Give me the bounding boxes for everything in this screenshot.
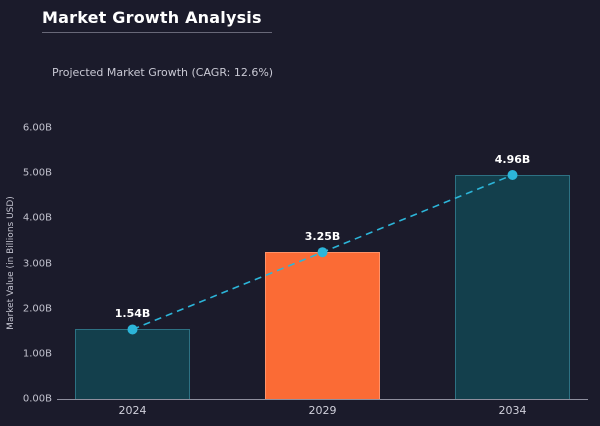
x-tick-label-2024: 2024: [118, 404, 147, 417]
y-tick-label: 4.00B: [22, 212, 52, 224]
data-label-2034: 4.96B: [494, 152, 531, 166]
x-axis-line: [57, 399, 588, 400]
y-tick-label: 2.00B: [22, 303, 52, 315]
x-tick-label-2034: 2034: [498, 404, 527, 417]
x-tick-label-2029: 2029: [308, 404, 337, 417]
trend-marker-2034[interactable]: [507, 169, 518, 180]
trend-marker-2029[interactable]: [317, 247, 328, 258]
chart-subtitle: Projected Market Growth (CAGR: 12.6%): [52, 66, 274, 79]
chart-title: Market Growth Analysis: [42, 8, 272, 33]
bar-2029[interactable]: [265, 252, 380, 399]
bar-2034[interactable]: [455, 174, 570, 399]
y-tick-label: 0.00B: [22, 393, 52, 405]
y-tick-label: 1.00B: [22, 348, 52, 360]
data-label-2029: 3.25B: [304, 230, 341, 244]
bar-2024[interactable]: [75, 329, 190, 399]
y-tick-label: 3.00B: [22, 258, 52, 269]
trend-marker-2024[interactable]: [127, 324, 138, 335]
y-tick-label: 5.00B: [22, 167, 52, 179]
data-label-2024: 1.54B: [114, 307, 151, 321]
y-tick-label: 6.00B: [22, 122, 52, 134]
